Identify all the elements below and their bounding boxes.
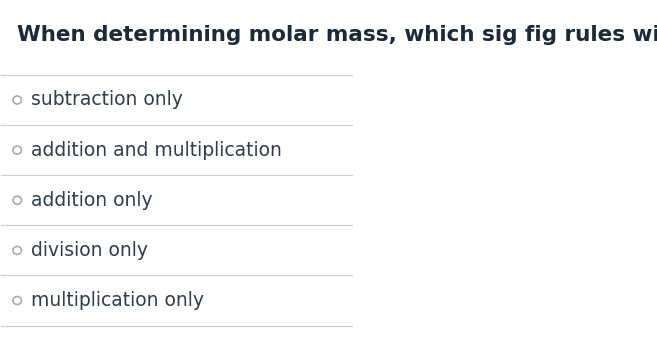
Circle shape bbox=[13, 96, 22, 104]
Circle shape bbox=[13, 297, 22, 305]
Circle shape bbox=[13, 246, 22, 254]
Circle shape bbox=[13, 146, 22, 154]
Text: addition only: addition only bbox=[32, 191, 153, 210]
Text: addition and multiplication: addition and multiplication bbox=[32, 141, 283, 160]
Text: multiplication only: multiplication only bbox=[32, 291, 204, 310]
Text: division only: division only bbox=[32, 241, 148, 260]
Text: subtraction only: subtraction only bbox=[32, 90, 183, 110]
Circle shape bbox=[13, 196, 22, 204]
Text: When determining molar mass, which sig fig rules will you need?: When determining molar mass, which sig f… bbox=[17, 25, 657, 45]
